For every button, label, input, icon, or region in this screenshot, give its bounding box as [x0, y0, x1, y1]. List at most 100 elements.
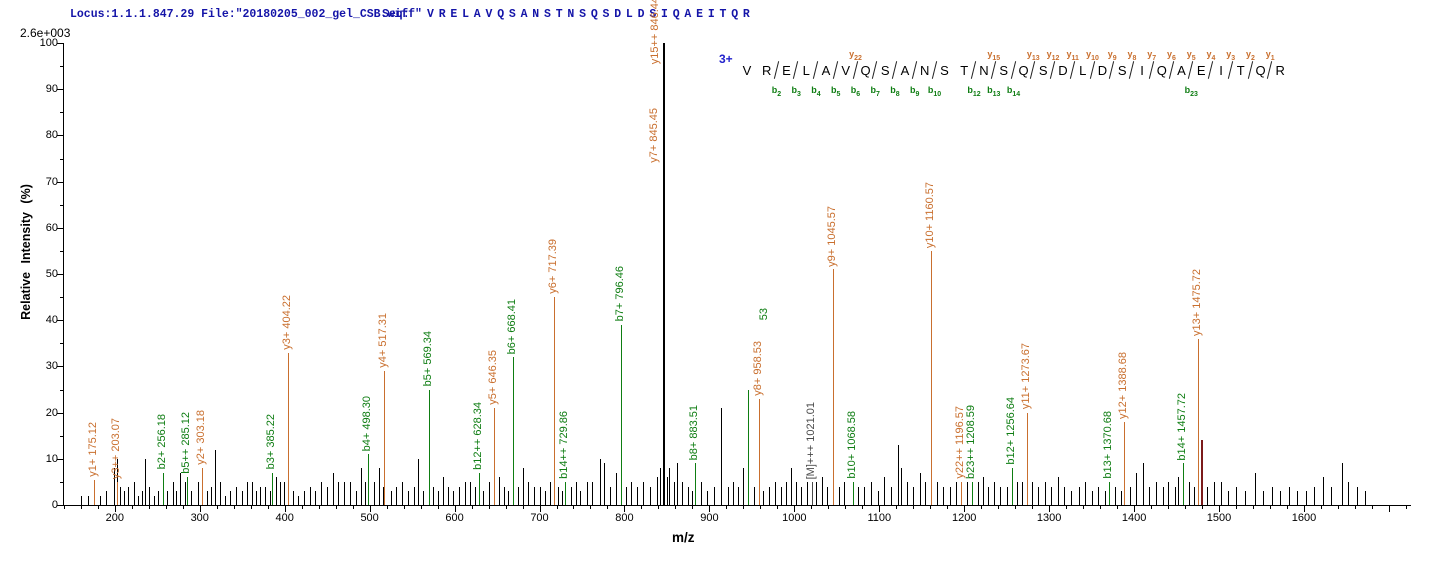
spectrum-peak: [298, 495, 300, 505]
spectrum-peak: [796, 481, 798, 505]
x-axis-tick: [1253, 506, 1254, 509]
x-axis-tick: [318, 506, 320, 509]
peak-label: y13+ 1475.72: [1191, 268, 1204, 336]
spectrum-peak: [383, 486, 385, 505]
spectrum-peak: [100, 495, 102, 505]
x-axis-tick: [1219, 506, 1221, 512]
x-axis-tick: [777, 506, 779, 509]
spectrum-peak: [826, 486, 828, 505]
x-axis-tick: [879, 506, 881, 512]
spectrum-peak: [930, 250, 932, 505]
fragment-ion-label: y3: [1226, 49, 1236, 62]
peak-label: y9+ 1045.57: [826, 205, 839, 267]
x-axis-tick: [1066, 506, 1068, 509]
x-axis-tick-label: 1500: [1206, 512, 1232, 524]
spectrum-peak: [1322, 477, 1324, 505]
fragment-ion-label: y7: [1147, 49, 1157, 62]
spectrum-peak: [230, 491, 232, 505]
spectrum-peak: [1071, 491, 1073, 505]
spectrum-peak: [1271, 486, 1273, 505]
x-axis-tick: [1015, 506, 1017, 509]
peak-label: y3+ 404.22: [281, 294, 294, 350]
spectrum-peak: [713, 486, 715, 505]
spectrum-peak: [1115, 486, 1117, 505]
x-axis-tick: [131, 506, 133, 509]
spectrum-peak: [913, 486, 915, 505]
spectrum-peak: [1356, 486, 1358, 505]
x-axis-tick-label: 1100: [867, 512, 892, 524]
y-axis-tick-label: 50: [45, 268, 58, 280]
spectrum-peak: [225, 495, 227, 505]
x-axis-tick-label: 600: [445, 512, 464, 524]
spectrum-peak: [1201, 440, 1204, 505]
x-axis-tick: [1371, 506, 1373, 509]
x-axis-tick: [811, 506, 813, 509]
y-axis-tick: [57, 320, 63, 322]
y-axis-tick: [60, 66, 63, 68]
peak-label: y10+ 1160.57: [923, 181, 936, 248]
spectrum-peak: [955, 481, 957, 505]
sequence-residue: T: [960, 63, 969, 78]
fragment-ion-label: b4: [811, 85, 821, 98]
spectrum-peak: [1084, 481, 1086, 505]
peak-label: y6+ 717.39: [547, 239, 560, 295]
x-axis-tick: [1337, 506, 1339, 509]
spectrum-peak: [378, 468, 380, 505]
x-axis-tick: [1168, 506, 1170, 509]
y-axis-tick: [57, 412, 63, 414]
x-axis-tick-label: 300: [190, 512, 209, 524]
spectrum-peak: [688, 486, 690, 505]
spectrum-peak: [523, 468, 525, 505]
sequence-residue: N: [920, 63, 930, 78]
y-axis-tick-label: 90: [45, 83, 58, 96]
spectrum-peak: [1016, 481, 1018, 505]
spectrum-peak: [270, 491, 272, 505]
base-peak-intensity: 2.6e+003: [20, 26, 71, 40]
spectrum-peak: [1006, 486, 1008, 505]
spectrum-peak: [807, 481, 809, 505]
fragment-ion-label: b6: [850, 85, 861, 98]
spectrum-peak: [438, 491, 440, 505]
x-axis-tick: [573, 506, 575, 509]
y-axis-tick: [60, 158, 63, 160]
peak-label: y1+ 175.12: [86, 421, 99, 477]
spectrum-peak: [615, 472, 617, 505]
y-axis-tick: [60, 481, 63, 483]
sequence-residue: Q: [1018, 63, 1029, 78]
sequence-residue: S: [880, 63, 890, 78]
spectrum-peak: [1244, 491, 1246, 505]
spectrum-peak: [503, 486, 505, 505]
y-axis-tick-label: 10: [45, 452, 58, 465]
y-axis-tick: [57, 458, 63, 460]
spectrum-peak: [1124, 421, 1126, 505]
spectrum-peak: [447, 486, 449, 505]
spectrum-peak: [539, 486, 541, 505]
x-axis-tick: [471, 506, 473, 509]
spectrum-peak: [276, 477, 278, 505]
x-axis-tick: [981, 506, 983, 509]
fragment-ion-label: b23: [1184, 85, 1198, 98]
spectrum-peak: [265, 486, 267, 505]
spectrum-peak: [361, 468, 363, 505]
x-axis-tick: [1100, 506, 1102, 509]
spectrum-peak: [977, 481, 979, 505]
spectrum-peak: [1142, 463, 1144, 505]
spectrum-peak: [626, 486, 628, 505]
spectrum-peak: [706, 491, 708, 505]
fragment-ion-label: b7: [870, 85, 880, 98]
spectrum-peak: [1012, 468, 1014, 505]
spectrum-peak: [660, 468, 662, 505]
x-axis-tick-label: 1000: [782, 512, 807, 524]
spectrum-peak: [1168, 481, 1170, 505]
spectrum-peak: [1348, 481, 1350, 505]
x-axis-tick: [267, 506, 269, 509]
spectrum-peak: [1105, 491, 1107, 505]
spectrum-peak: [656, 477, 658, 505]
spectrum-peak: [1178, 477, 1180, 505]
x-axis-tick: [1320, 506, 1322, 509]
x-axis-tick: [658, 506, 660, 509]
spectrum-peak: [570, 486, 572, 505]
spectrum-peak: [564, 481, 566, 505]
spectrum-peak: [801, 486, 803, 505]
y-axis-tick: [57, 89, 63, 91]
